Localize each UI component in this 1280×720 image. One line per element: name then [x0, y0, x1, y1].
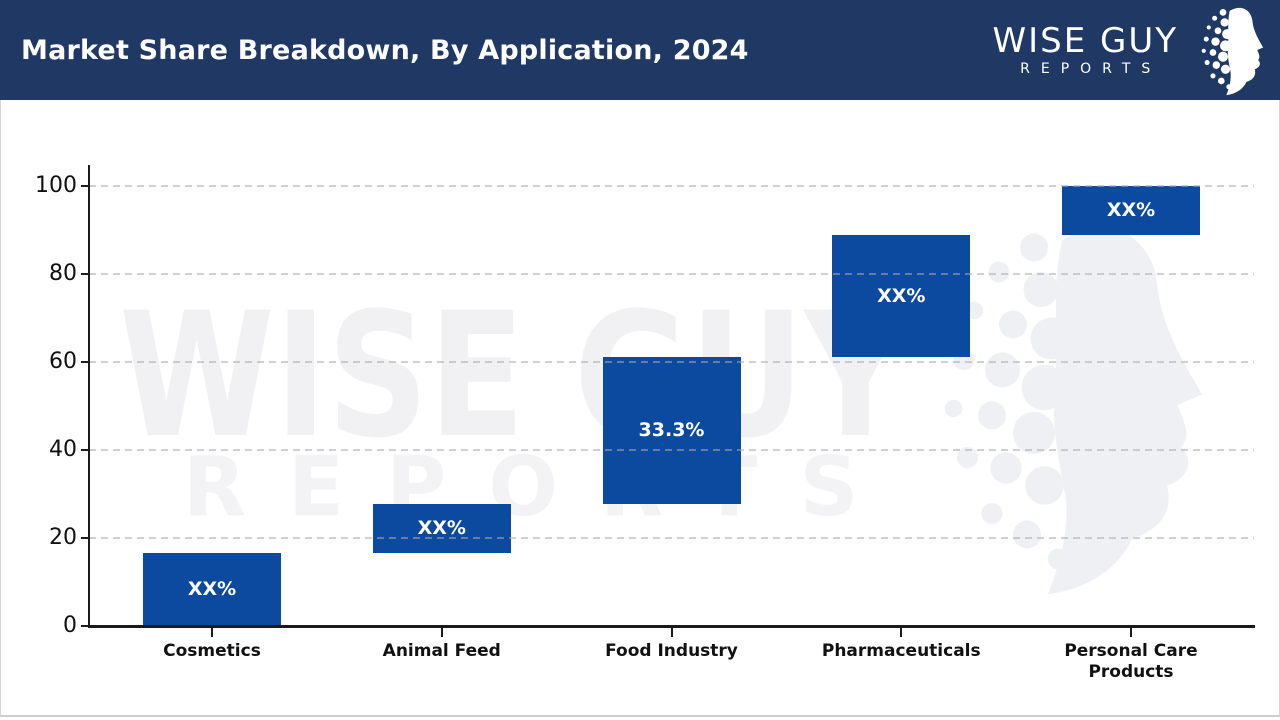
bar-food-industry: 33.3%: [602, 357, 741, 504]
y-tick-mark: [81, 273, 89, 275]
gridline-y-40: [89, 449, 1254, 451]
x-tick-mark: [440, 628, 443, 637]
bar-pharmaceuticals: XX%: [832, 234, 971, 358]
y-axis-spine: [88, 165, 90, 628]
bar-animal-feed: XX%: [372, 503, 511, 553]
y-tick-mark: [81, 185, 89, 187]
brand-subname: REPORTS: [1020, 60, 1162, 77]
watermark-subtext: REPORTS: [183, 440, 901, 535]
x-category-label: Food Industry: [605, 641, 738, 661]
x-tick-mark: [670, 628, 673, 637]
brand-logo-text: WISE GUY REPORTS: [992, 23, 1178, 78]
y-tick-label: 20: [49, 525, 77, 550]
bar-value-label: XX%: [417, 517, 466, 540]
x-tick-mark: [900, 628, 903, 637]
chart-canvas: WISE GUY REPORTS 0 20 40 60 80 100 XX% Cosmetic…: [0, 100, 1280, 717]
y-tick-label: 100: [35, 173, 77, 198]
y-tick-mark: [81, 449, 89, 451]
x-axis-spine: [88, 625, 1255, 628]
y-tick-label: 40: [49, 437, 77, 462]
bar-value-label: XX%: [877, 284, 926, 307]
face-profile-logo-icon: [1201, 7, 1264, 96]
y-tick-label: 0: [63, 613, 77, 638]
gridline-y-60: [89, 361, 1254, 363]
y-tick-mark: [81, 625, 89, 627]
page-title: Market Share Breakdown, By Application, …: [21, 34, 749, 66]
bar-value-label: XX%: [187, 578, 237, 601]
x-category-label: Cosmetics: [163, 641, 261, 661]
gridline-y-100: [89, 185, 1254, 187]
gridline-y-20: [89, 537, 1254, 539]
y-tick-mark: [81, 537, 89, 539]
header-bar: Market Share Breakdown, By Application, …: [0, 0, 1280, 100]
watermark-face-profile-icon: [944, 228, 1202, 594]
bar-value-label: XX%: [1106, 199, 1156, 222]
brand-logo: WISE GUY REPORTS: [992, 4, 1266, 96]
x-tick-mark: [211, 628, 213, 637]
x-category-label: Animal Feed: [382, 641, 501, 661]
brand-name: WISE GUY: [992, 20, 1178, 61]
x-tick-mark: [1130, 628, 1132, 637]
y-tick-label: 60: [49, 349, 77, 374]
gridline-y-80: [89, 273, 1254, 275]
x-category-label: Pharmaceuticals: [821, 641, 981, 661]
watermark-text: WISE GUY: [119, 275, 907, 476]
y-tick-mark: [81, 361, 89, 363]
y-tick-label: 80: [49, 261, 77, 286]
bar-personal-care-products: XX%: [1062, 186, 1200, 235]
x-category-label: Personal Care Products: [1064, 641, 1198, 682]
bar-value-label: 33.3%: [638, 419, 705, 442]
bar-cosmetics: XX%: [143, 552, 281, 626]
